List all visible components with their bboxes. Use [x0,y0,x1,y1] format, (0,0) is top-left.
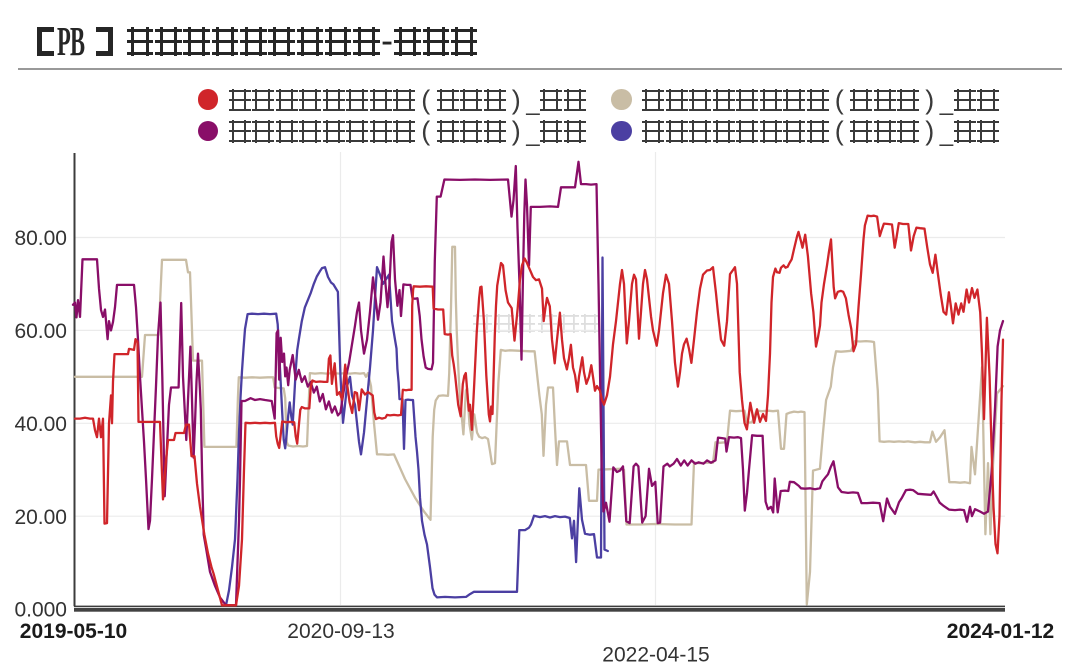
svg-text:80.00: 80.00 [14,227,67,250]
svg-text:60.00: 60.00 [14,320,67,343]
svg-text:2022-04-15: 2022-04-15 [602,644,709,664]
svg-text:40.00: 40.00 [14,413,67,436]
svg-text:20.00: 20.00 [14,506,67,529]
svg-text:2024-01-12: 2024-01-12 [947,620,1054,643]
svg-text:0.000: 0.000 [14,599,67,622]
svg-text:2020-09-13: 2020-09-13 [287,620,394,643]
svg-text:2019-05-10: 2019-05-10 [20,620,127,643]
